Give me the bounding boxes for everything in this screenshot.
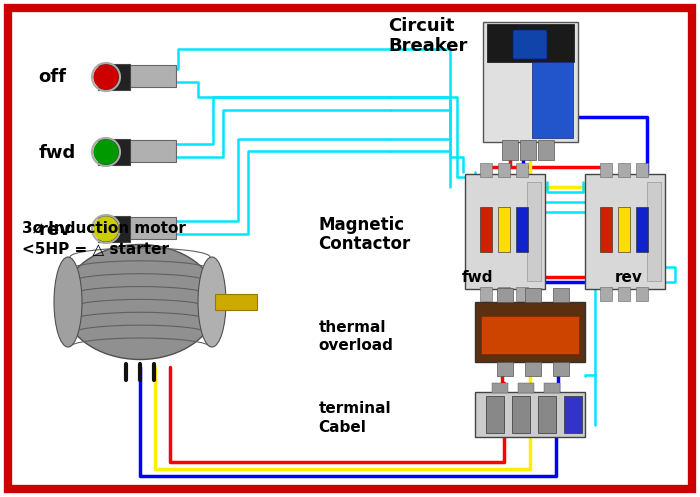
Bar	[512, 396, 530, 433]
Bar	[527, 182, 541, 281]
Ellipse shape	[62, 245, 218, 359]
Bar	[483, 22, 578, 142]
Bar	[128, 217, 176, 239]
Bar	[618, 207, 630, 252]
Text: rev: rev	[38, 221, 71, 239]
Ellipse shape	[198, 257, 226, 347]
Bar	[128, 140, 176, 162]
Bar	[475, 392, 585, 437]
Bar	[516, 287, 528, 301]
Text: Circuit: Circuit	[389, 17, 455, 35]
Bar	[480, 287, 492, 301]
Bar	[544, 383, 560, 393]
Bar	[600, 287, 612, 301]
Bar	[636, 163, 648, 177]
Bar	[525, 288, 541, 302]
Text: <5HP = △ starter: <5HP = △ starter	[22, 241, 169, 256]
Bar	[480, 207, 492, 252]
Bar	[497, 362, 513, 376]
Bar	[498, 287, 510, 301]
Bar	[492, 383, 508, 393]
Bar	[497, 288, 513, 302]
Bar	[600, 207, 612, 252]
Bar	[516, 163, 528, 177]
Bar	[600, 163, 612, 177]
Bar	[636, 287, 648, 301]
Bar	[585, 174, 665, 289]
Text: Contactor: Contactor	[318, 235, 411, 252]
Bar	[647, 182, 661, 281]
Bar	[480, 163, 492, 177]
Bar	[465, 174, 545, 289]
Bar	[618, 287, 630, 301]
Bar	[475, 302, 585, 362]
Text: terminal: terminal	[318, 401, 391, 416]
Bar	[636, 207, 648, 252]
Text: 3ø Induction motor: 3ø Induction motor	[22, 220, 186, 235]
Bar	[532, 62, 573, 138]
Circle shape	[94, 140, 118, 164]
Bar	[564, 396, 582, 433]
Ellipse shape	[54, 257, 82, 347]
Bar	[498, 207, 510, 252]
Bar	[215, 294, 257, 310]
Bar	[487, 24, 574, 62]
Bar	[553, 362, 569, 376]
Bar	[128, 65, 176, 87]
Bar	[520, 140, 536, 160]
Bar	[498, 163, 510, 177]
Text: fwd: fwd	[462, 270, 493, 285]
Bar	[516, 207, 528, 252]
Bar	[538, 140, 554, 160]
Text: off: off	[38, 68, 66, 86]
Text: overload: overload	[318, 338, 393, 353]
Bar	[618, 163, 630, 177]
Bar	[502, 140, 518, 160]
Bar	[553, 288, 569, 302]
Circle shape	[94, 65, 118, 89]
Bar	[98, 216, 130, 242]
Bar	[98, 64, 130, 90]
FancyBboxPatch shape	[513, 30, 547, 59]
Text: Magnetic: Magnetic	[318, 216, 405, 234]
Text: fwd: fwd	[38, 144, 76, 162]
Text: rev: rev	[615, 270, 643, 285]
Bar	[486, 396, 504, 433]
Bar	[98, 139, 130, 165]
Text: Breaker: Breaker	[389, 37, 468, 55]
Bar	[481, 316, 579, 354]
Text: Cabel: Cabel	[318, 420, 366, 435]
Bar	[525, 362, 541, 376]
Circle shape	[94, 217, 118, 241]
Bar	[518, 383, 534, 393]
Bar	[538, 396, 556, 433]
Text: thermal: thermal	[318, 320, 386, 334]
